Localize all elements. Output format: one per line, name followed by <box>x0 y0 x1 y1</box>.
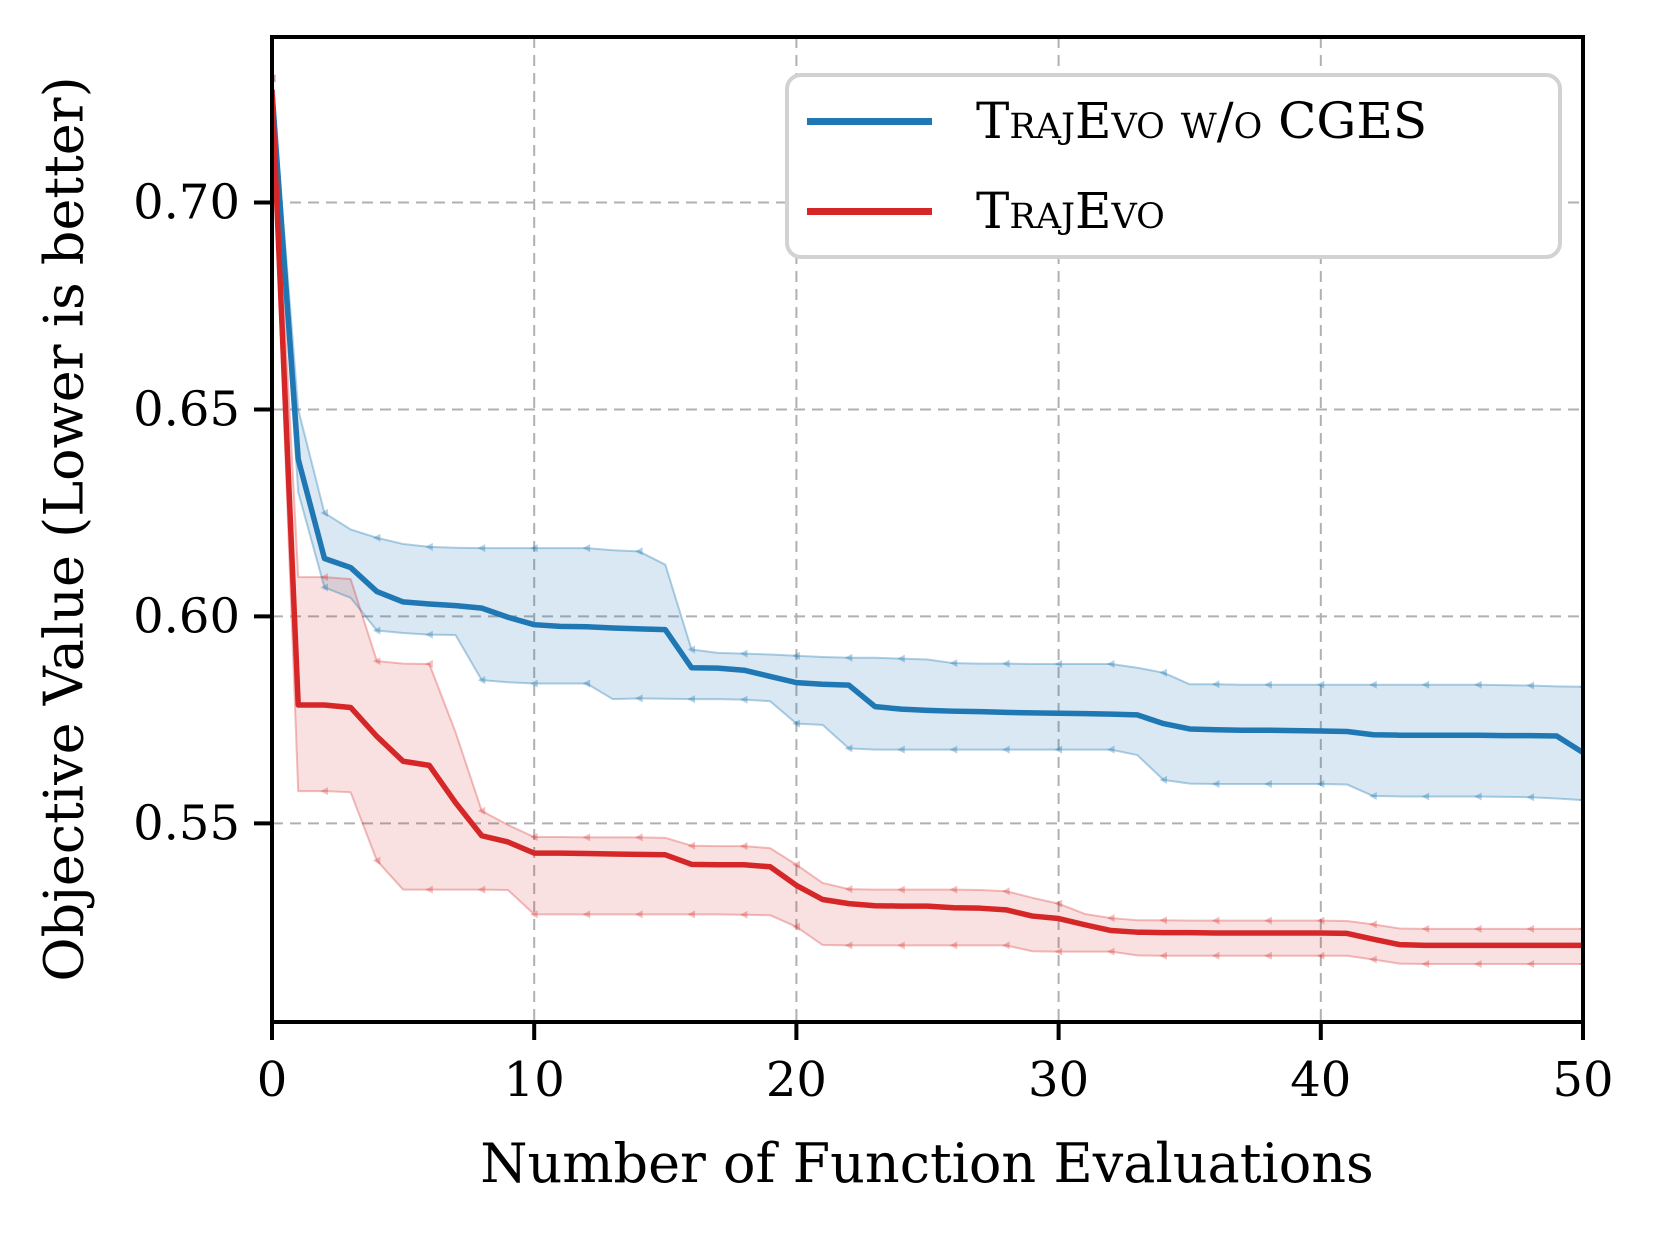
y-tick-label: 0.65 <box>133 381 240 437</box>
y-tick-label: 0.70 <box>133 175 240 231</box>
x-tick-label: 10 <box>504 1052 565 1108</box>
x-tick-label: 40 <box>1290 1052 1351 1108</box>
legend-item-trajevo-wo-cges: TrajEvo w/o CGES <box>807 79 1558 163</box>
x-axis-label: Number of Function Evaluations <box>480 1132 1374 1195</box>
x-tick-label: 20 <box>766 1052 827 1108</box>
legend-item-trajevo: TrajEvo <box>807 169 1558 253</box>
gridlines <box>272 37 1583 1022</box>
legend-label: TrajEvo w/o CGES <box>976 92 1428 150</box>
series-line-0 <box>272 88 1583 756</box>
series-line-1 <box>272 88 1583 949</box>
y-tick-label: 0.55 <box>133 795 240 851</box>
legend-line-swatch-blue <box>807 117 932 125</box>
x-tick-label: 0 <box>257 1052 288 1108</box>
x-tick-label: 30 <box>1028 1052 1089 1108</box>
legend-label: TrajEvo <box>976 182 1165 240</box>
y-tick-label: 0.60 <box>133 588 240 644</box>
legend-line-swatch-red <box>807 207 932 215</box>
confidence-band-0 <box>272 78 1583 801</box>
band-edges-1 <box>272 74 1583 969</box>
x-tick-label: 50 <box>1552 1052 1613 1108</box>
axis-ticks: 0 10 20 30 40 50 0.70 0.65 0.60 0.55 <box>133 175 1613 1108</box>
legend: TrajEvo w/o CGES TrajEvo <box>785 73 1562 259</box>
confidence-band-1 <box>272 78 1583 965</box>
band-edges-0 <box>272 74 1583 803</box>
y-axis-label: Objective Value (Lower is better) <box>32 76 96 982</box>
plot-frame <box>270 35 1585 1024</box>
